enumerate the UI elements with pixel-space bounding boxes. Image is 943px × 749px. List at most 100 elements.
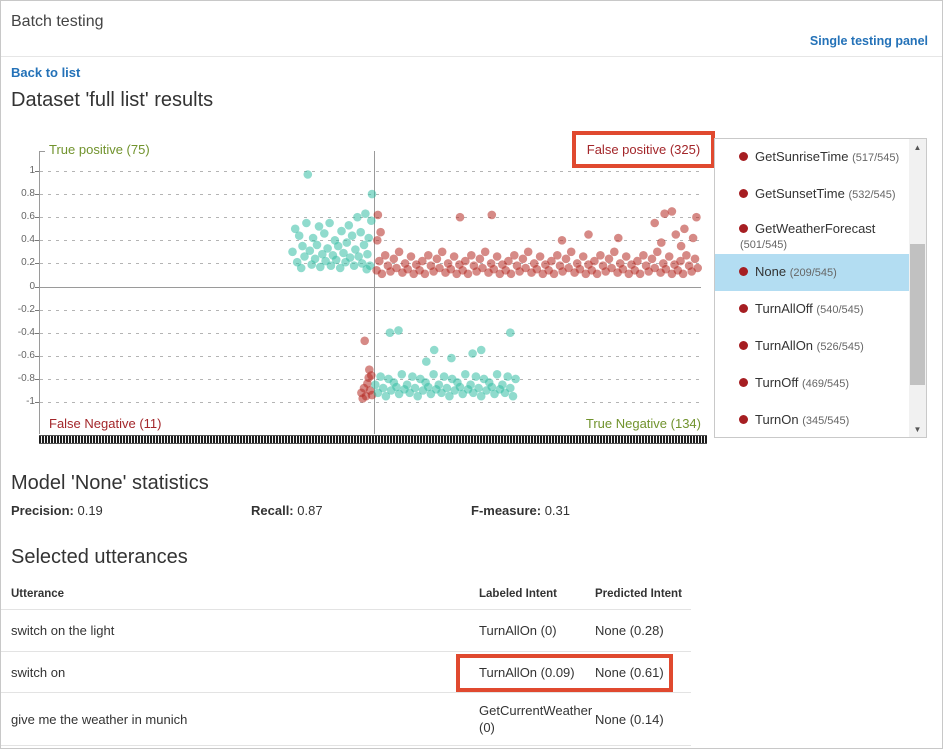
data-point[interactable] bbox=[351, 245, 360, 254]
data-point[interactable] bbox=[506, 269, 516, 279]
data-point[interactable] bbox=[424, 382, 433, 392]
data-point[interactable] bbox=[463, 269, 473, 279]
data-point[interactable] bbox=[466, 380, 475, 389]
data-point[interactable] bbox=[364, 233, 374, 243]
scroll-down-icon[interactable]: ▼ bbox=[913, 424, 922, 434]
data-point[interactable] bbox=[408, 372, 417, 381]
data-point[interactable] bbox=[664, 252, 674, 261]
data-point[interactable] bbox=[510, 251, 519, 260]
data-point[interactable] bbox=[432, 254, 442, 264]
data-point[interactable] bbox=[575, 264, 585, 274]
data-point[interactable] bbox=[489, 264, 499, 274]
data-point[interactable] bbox=[323, 244, 332, 253]
data-point[interactable] bbox=[455, 382, 465, 392]
data-point[interactable] bbox=[680, 224, 689, 234]
data-point[interactable] bbox=[356, 227, 366, 237]
data-point[interactable] bbox=[607, 263, 616, 273]
data-point[interactable] bbox=[693, 263, 702, 273]
data-point[interactable] bbox=[318, 249, 327, 259]
data-point[interactable] bbox=[367, 189, 377, 199]
data-point[interactable] bbox=[347, 231, 357, 240]
data-point[interactable] bbox=[487, 382, 497, 392]
data-point[interactable] bbox=[373, 236, 382, 245]
data-point[interactable] bbox=[296, 263, 306, 273]
utterance-row[interactable]: switch on the light TurnAllOn (0) None (… bbox=[1, 610, 691, 652]
data-point[interactable] bbox=[298, 241, 307, 251]
data-point[interactable] bbox=[604, 254, 614, 264]
data-point[interactable] bbox=[468, 349, 477, 358]
data-point[interactable] bbox=[647, 254, 657, 264]
data-point[interactable] bbox=[478, 263, 487, 273]
single-testing-panel-link[interactable]: Single testing panel bbox=[809, 34, 928, 48]
data-point[interactable] bbox=[561, 254, 571, 264]
data-point[interactable] bbox=[476, 391, 486, 401]
data-point[interactable] bbox=[504, 256, 513, 266]
data-point[interactable] bbox=[492, 370, 502, 379]
data-point[interactable] bbox=[302, 218, 311, 228]
data-point[interactable] bbox=[434, 380, 444, 389]
data-point[interactable] bbox=[290, 224, 300, 234]
data-point[interactable] bbox=[523, 247, 533, 257]
data-point[interactable] bbox=[326, 261, 336, 270]
data-point[interactable] bbox=[688, 233, 698, 243]
data-point[interactable] bbox=[455, 212, 465, 222]
data-point[interactable] bbox=[584, 230, 593, 239]
data-point[interactable] bbox=[518, 254, 528, 264]
data-point[interactable] bbox=[435, 263, 444, 273]
data-point[interactable] bbox=[660, 209, 669, 218]
data-point[interactable] bbox=[345, 253, 355, 262]
data-point[interactable] bbox=[373, 210, 383, 220]
data-point[interactable] bbox=[511, 374, 520, 384]
data-point[interactable] bbox=[618, 264, 628, 274]
intent-list-item-getweatherforecast[interactable]: GetWeatherForecast (501/545) bbox=[715, 213, 910, 254]
data-point[interactable] bbox=[596, 251, 605, 260]
data-point[interactable] bbox=[439, 372, 449, 381]
data-point[interactable] bbox=[621, 252, 631, 261]
data-point[interactable] bbox=[359, 240, 369, 250]
data-point[interactable] bbox=[676, 256, 685, 266]
data-point[interactable] bbox=[377, 269, 387, 279]
data-point[interactable] bbox=[353, 212, 362, 222]
data-point[interactable] bbox=[650, 263, 659, 273]
data-point[interactable] bbox=[461, 256, 470, 266]
data-point[interactable] bbox=[506, 328, 515, 337]
data-point[interactable] bbox=[331, 255, 341, 265]
data-point[interactable] bbox=[547, 256, 556, 266]
data-point[interactable] bbox=[320, 229, 329, 238]
data-point[interactable] bbox=[344, 221, 354, 230]
intent-list-item-turnon[interactable]: TurnOn (345/545) bbox=[715, 402, 910, 437]
data-point[interactable] bbox=[357, 259, 367, 268]
data-point[interactable] bbox=[564, 263, 573, 273]
data-point[interactable] bbox=[362, 264, 372, 274]
data-point[interactable] bbox=[476, 345, 486, 355]
data-point[interactable] bbox=[503, 372, 512, 381]
data-point[interactable] bbox=[381, 391, 391, 401]
data-point[interactable] bbox=[535, 252, 545, 261]
data-point[interactable] bbox=[310, 254, 320, 264]
data-point[interactable] bbox=[367, 216, 376, 225]
data-point[interactable] bbox=[335, 263, 345, 273]
data-point[interactable] bbox=[337, 226, 346, 236]
data-point[interactable] bbox=[635, 269, 645, 279]
data-point[interactable] bbox=[492, 252, 502, 261]
data-point[interactable] bbox=[521, 263, 530, 273]
intent-list-item-getsunsettime[interactable]: GetSunsetTime (532/545) bbox=[715, 176, 910, 213]
data-point[interactable] bbox=[402, 380, 412, 389]
data-point[interactable] bbox=[661, 264, 671, 274]
data-point[interactable] bbox=[549, 269, 559, 279]
data-point[interactable] bbox=[532, 264, 542, 274]
data-point[interactable] bbox=[397, 370, 407, 379]
data-point[interactable] bbox=[475, 254, 485, 264]
data-point[interactable] bbox=[474, 383, 483, 393]
data-point[interactable] bbox=[378, 383, 388, 393]
data-point[interactable] bbox=[633, 256, 642, 266]
intent-list-item-turnalloff[interactable]: TurnAllOff (540/545) bbox=[715, 291, 910, 328]
data-point[interactable] bbox=[650, 218, 659, 228]
data-point[interactable] bbox=[361, 209, 370, 218]
data-point[interactable] bbox=[487, 210, 497, 220]
data-point[interactable] bbox=[300, 252, 309, 261]
data-point[interactable] bbox=[392, 382, 401, 392]
data-point[interactable] bbox=[325, 218, 334, 228]
data-point[interactable] bbox=[403, 264, 413, 274]
intent-list-item-turnoff[interactable]: TurnOff (469/545) bbox=[715, 365, 910, 402]
